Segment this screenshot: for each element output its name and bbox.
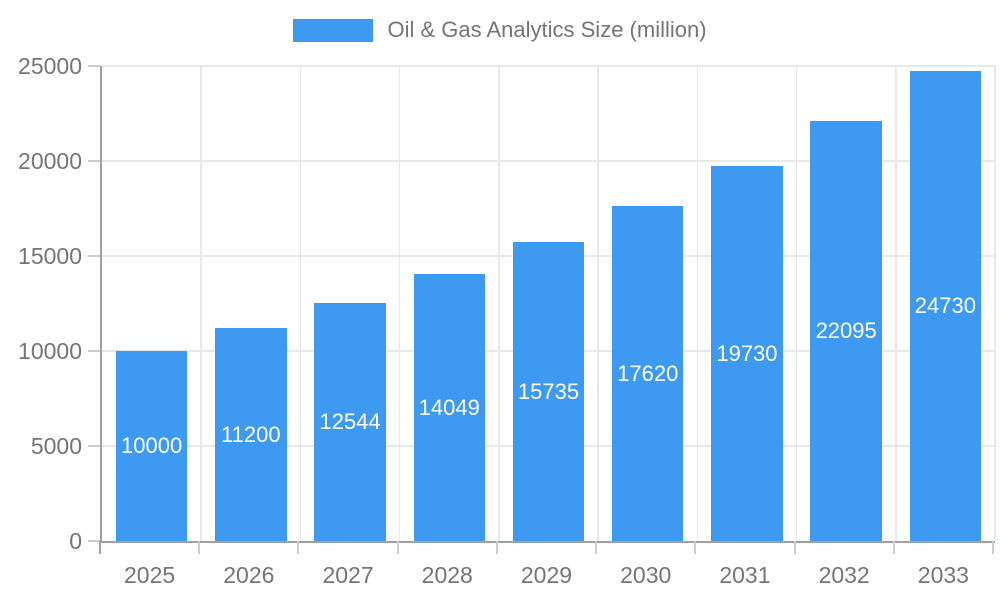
bar[interactable]: 17620: [612, 206, 684, 541]
vertical-gridline: [597, 66, 599, 541]
y-axis-tick: [88, 255, 100, 257]
vertical-gridline: [498, 66, 500, 541]
x-axis-label: 2025: [124, 562, 176, 588]
bar[interactable]: 10000: [115, 351, 188, 541]
y-axis-label: 10000: [18, 338, 82, 364]
x-axis-label: 2028: [421, 562, 473, 588]
x-axis-tick: [198, 541, 201, 554]
x-axis-tick: [495, 541, 498, 554]
bar-value-label: 12544: [319, 408, 381, 434]
y-axis-label: 5000: [30, 433, 82, 459]
plot-area: 10000 11200 12544 14049 15735 17620 19730 22095…: [100, 65, 996, 543]
x-axis-label: 2031: [719, 562, 771, 588]
bar-value-label: 17620: [617, 360, 679, 386]
vertical-gridline: [696, 66, 699, 541]
bar-value-label: 24730: [914, 293, 976, 319]
x-axis-label: 2032: [818, 562, 870, 588]
x-axis-tick: [892, 541, 895, 554]
x-axis-tick: [992, 541, 994, 554]
bar[interactable]: 12544: [314, 302, 386, 541]
bar-value-label: 14049: [418, 394, 480, 420]
bar-value-label: 11200: [221, 421, 281, 447]
x-axis-label: 2027: [322, 562, 374, 588]
x-axis-tick: [297, 541, 300, 554]
x-axis-tick: [396, 541, 399, 554]
chart-legend[interactable]: Oil & Gas Analytics Size (million): [0, 17, 1000, 43]
y-axis-tick: [88, 540, 100, 542]
bar[interactable]: 19730: [711, 166, 783, 541]
vertical-gridline: [299, 66, 302, 541]
x-axis-tick: [595, 541, 598, 554]
bar[interactable]: 24730: [909, 71, 982, 541]
bar-value-label: 10000: [121, 433, 183, 458]
x-axis-label: 2033: [917, 562, 969, 588]
x-axis-tick: [694, 541, 697, 554]
bar[interactable]: 22095: [810, 121, 882, 541]
vertical-gridline: [994, 66, 996, 541]
horizontal-gridline: [102, 65, 995, 67]
y-axis-tick: [88, 160, 100, 162]
vertical-gridline: [795, 66, 798, 541]
vertical-gridline: [895, 66, 897, 541]
y-axis-label: 15000: [18, 243, 82, 269]
bar[interactable]: 15735: [512, 242, 585, 541]
bar-value-label: 15735: [517, 378, 580, 404]
y-axis-label: 20000: [18, 148, 82, 174]
horizontal-gridline: [102, 160, 995, 162]
y-axis-tick: [88, 65, 100, 67]
y-axis-tick: [88, 350, 100, 352]
y-axis-label: 0: [69, 528, 82, 554]
vertical-gridline: [398, 66, 401, 541]
y-axis-label: 25000: [18, 53, 82, 79]
bar[interactable]: 11200: [215, 328, 287, 541]
legend-swatch: [293, 18, 374, 42]
legend-label: Oil & Gas Analytics Size (million): [387, 17, 707, 42]
x-axis-label: 2026: [223, 562, 275, 588]
y-axis-tick: [88, 445, 100, 447]
x-axis-tick: [99, 541, 101, 554]
x-axis-label: 2029: [520, 562, 573, 588]
x-axis-tick: [793, 541, 796, 554]
bar-value-label: 22095: [815, 318, 877, 344]
x-axis-label: 2030: [620, 562, 672, 588]
bar-value-label: 19730: [716, 340, 778, 366]
vertical-gridline: [200, 66, 202, 541]
bar[interactable]: 14049: [413, 274, 485, 541]
